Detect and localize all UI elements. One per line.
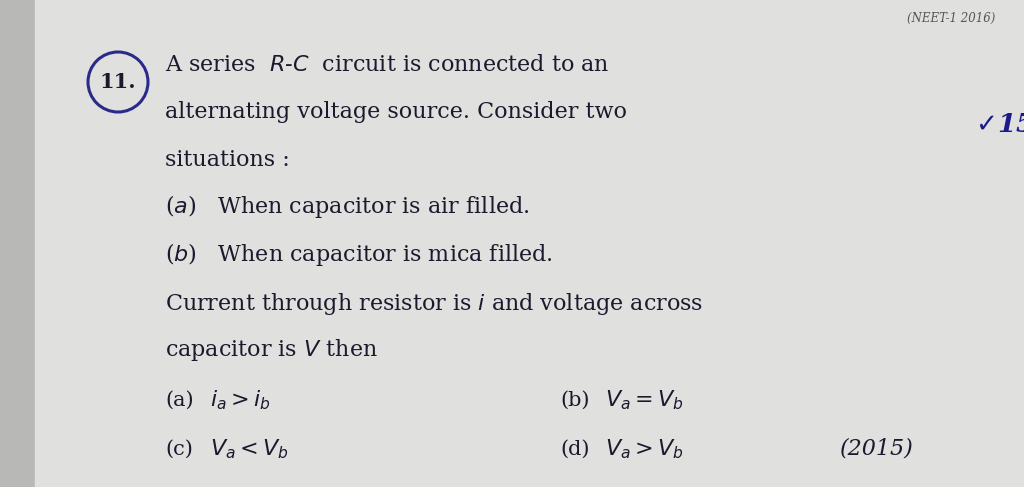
- Text: $\checkmark$15.: $\checkmark$15.: [975, 112, 1024, 137]
- Text: (c): (c): [165, 439, 193, 458]
- Text: (NEET-1 2016): (NEET-1 2016): [906, 12, 995, 25]
- Text: (b): (b): [560, 391, 590, 410]
- Text: 11.: 11.: [99, 72, 136, 92]
- Text: (a): (a): [165, 391, 194, 410]
- Text: ($b$)   When capacitor is mica filled.: ($b$) When capacitor is mica filled.: [165, 241, 553, 267]
- Text: $V_a = V_b$: $V_a = V_b$: [605, 388, 684, 412]
- Bar: [0, 0, 35, 487]
- Text: alternating voltage source. Consider two: alternating voltage source. Consider two: [165, 101, 627, 123]
- Text: ($a$)   When capacitor is air filled.: ($a$) When capacitor is air filled.: [165, 193, 529, 221]
- Text: (d): (d): [560, 439, 590, 458]
- Text: (2015): (2015): [840, 438, 913, 460]
- Text: situations :: situations :: [165, 149, 290, 171]
- Text: $V_a > V_b$: $V_a > V_b$: [605, 437, 684, 461]
- Text: capacitor is $V$ then: capacitor is $V$ then: [165, 337, 378, 363]
- Text: $i_a > i_b$: $i_a > i_b$: [210, 388, 271, 412]
- Text: Current through resistor is $i$ and voltage across: Current through resistor is $i$ and volt…: [165, 291, 703, 317]
- Text: A series  $R$-$C$  circuit is connected to an: A series $R$-$C$ circuit is connected to…: [165, 54, 609, 76]
- Text: $V_a < V_b$: $V_a < V_b$: [210, 437, 289, 461]
